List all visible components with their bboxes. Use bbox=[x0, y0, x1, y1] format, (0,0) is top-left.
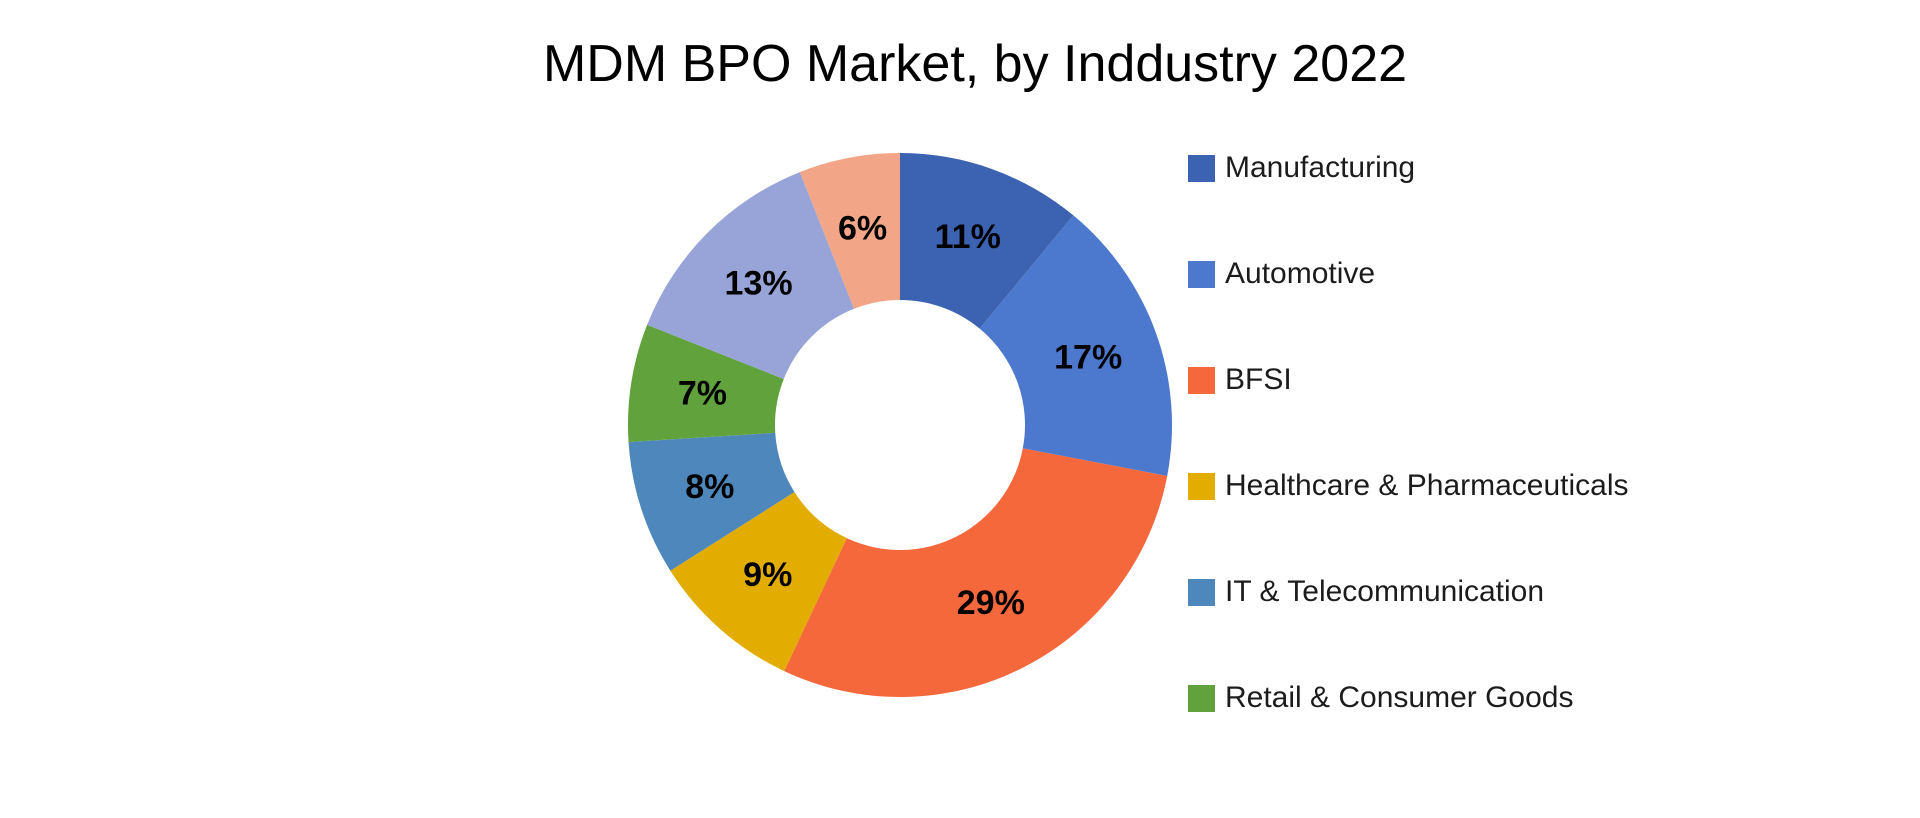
legend-item-0: Manufacturing bbox=[1188, 151, 1629, 184]
slice-data-label-5: 7% bbox=[678, 375, 727, 413]
legend-swatch-icon bbox=[1188, 472, 1215, 500]
donut-slice-7 bbox=[799, 153, 900, 309]
slice-data-label-0: 11% bbox=[935, 218, 1001, 256]
legend-label: Manufacturing bbox=[1225, 151, 1416, 184]
slice-data-label-2: 29% bbox=[957, 584, 1025, 622]
legend-label: Healthcare & Pharmaceuticals bbox=[1225, 469, 1629, 502]
donut-slice-2 bbox=[784, 448, 1168, 697]
legend-item-1: Automotive bbox=[1188, 257, 1629, 290]
legend-swatch-icon bbox=[1188, 578, 1215, 606]
donut-slice-5 bbox=[628, 324, 784, 443]
legend-swatch-icon bbox=[1188, 260, 1215, 288]
legend-item-5: Retail & Consumer Goods bbox=[1188, 681, 1629, 714]
donut-slice-3 bbox=[670, 491, 847, 672]
donut-slice-0 bbox=[900, 153, 1074, 329]
slice-data-label-6: 13% bbox=[725, 265, 793, 303]
slice-data-label-1: 17% bbox=[1054, 338, 1122, 376]
legend-swatch-icon bbox=[1188, 366, 1215, 394]
legend-label: IT & Telecommunication bbox=[1225, 575, 1545, 608]
legend-swatch-icon bbox=[1188, 684, 1215, 712]
legend-item-3: Healthcare & Pharmaceuticals bbox=[1188, 469, 1629, 502]
legend-label: BFSI bbox=[1225, 363, 1292, 396]
donut-slice-4 bbox=[628, 432, 795, 571]
donut-slice-1 bbox=[979, 215, 1172, 476]
slice-data-label-7: 6% bbox=[838, 210, 887, 248]
donut-slice-6 bbox=[647, 172, 854, 379]
slice-data-label-4: 8% bbox=[685, 468, 734, 506]
legend-item-4: IT & Telecommunication bbox=[1188, 575, 1629, 608]
chart-legend: Manufacturing Automotive BFSI Healthcare & … bbox=[1188, 151, 1629, 789]
legend-item-2: BFSI bbox=[1188, 363, 1629, 396]
legend-swatch-icon bbox=[1188, 154, 1215, 182]
legend-label: Automotive bbox=[1225, 257, 1376, 290]
legend-label: Retail & Consumer Goods bbox=[1225, 681, 1574, 714]
chart-title: MDM BPO Market, by Inddustry 2022 bbox=[542, 35, 1408, 93]
slice-data-label-3: 9% bbox=[743, 556, 792, 594]
